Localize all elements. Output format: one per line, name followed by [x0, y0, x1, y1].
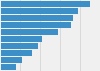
Bar [0, 15, 73, 21]
Bar [0, 1, 90, 7]
Bar [0, 43, 38, 49]
Bar [0, 50, 32, 56]
Bar [0, 57, 22, 63]
Bar [0, 64, 16, 70]
Bar [0, 22, 71, 28]
Bar [0, 29, 58, 35]
Bar [0, 8, 78, 14]
Bar [0, 36, 42, 42]
